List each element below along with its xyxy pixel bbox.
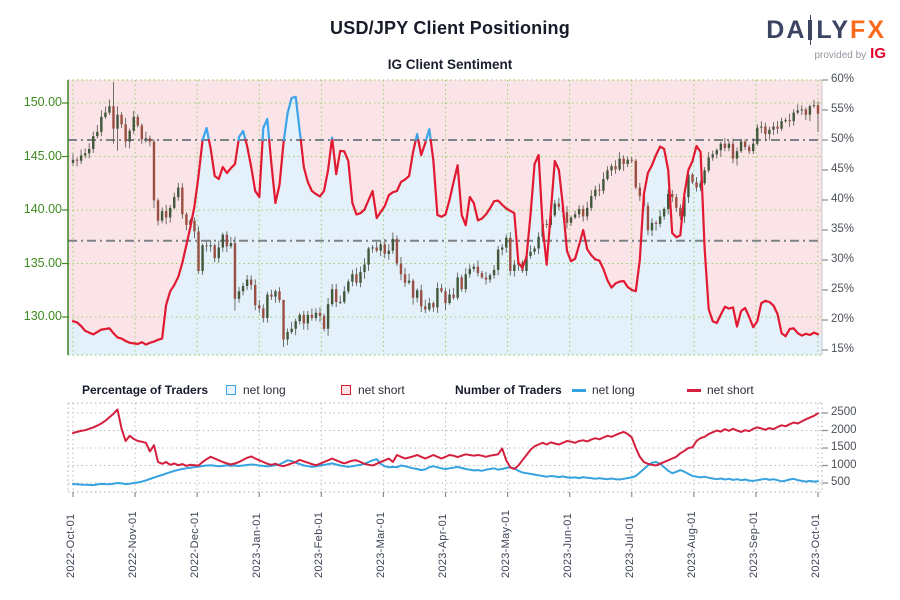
page-title: USD/JPY Client Positioning [330, 18, 570, 38]
percent-axis-label: 50% [831, 133, 855, 145]
price-axis-label: 150.00 [23, 95, 62, 109]
net-long-dash-icon [572, 389, 586, 392]
percent-axis-label: 25% [831, 283, 855, 295]
logo-text-fx: FX [850, 16, 886, 44]
legend-num-net-long: net long [592, 383, 635, 397]
price-axis-label: 135.00 [23, 255, 62, 270]
percent-axis-label: 45% [831, 163, 855, 175]
date-axis-label: 2022-Oct-01 [65, 513, 77, 578]
date-axis-label: 2023-May-01 [499, 509, 512, 578]
percent-axis-label: 60% [831, 73, 855, 85]
net-short-dash-icon [687, 389, 701, 392]
price-axis-label: 145.00 [23, 148, 62, 163]
date-axis-label: 2023-Jul-01 [623, 516, 636, 578]
price-axis-label: 140.00 [23, 202, 62, 216]
legend-number-of-traders: Number of Traders [455, 383, 562, 397]
ig-logo: IG [870, 45, 886, 62]
percent-axis-label: 15% [831, 343, 855, 355]
legend-pct-net-short: net short [358, 383, 405, 397]
date-axis-label: 2023-Jun-01 [561, 512, 574, 578]
price-sentiment-chart [62, 79, 828, 356]
percent-axis-label: 30% [831, 253, 855, 265]
percent-axis-label: 35% [831, 223, 855, 235]
date-axis-label: 2023-Apr-01 [437, 513, 450, 578]
dailyfx-wordmark: DA LY FX [766, 15, 886, 45]
chart-subtitle: IG Client Sentiment [387, 57, 513, 72]
percent-axis-label: 20% [831, 313, 855, 325]
dailyfx-logo[interactable]: DA LY FX provided by IG [766, 15, 886, 62]
net-short-square-icon [341, 385, 351, 395]
percent-axis-label: 40% [831, 193, 855, 205]
date-axis-label: 2023-Oct-01 [809, 513, 822, 578]
date-axis-label: 2023-Jan-01 [251, 512, 264, 578]
traders-axis-label: 500 [831, 476, 851, 488]
date-axis-label: 2023-Feb-01 [313, 511, 326, 578]
date-axis-label: 2023-Sep-01 [747, 511, 760, 578]
traders-axis-label: 2500 [831, 406, 857, 418]
legend-pct-net-long: net long [243, 383, 286, 397]
legend-percentage-of-traders: Percentage of Traders [82, 383, 209, 397]
logo-text-ly: LY [816, 16, 851, 44]
traders-axis-label: 2000 [831, 423, 857, 436]
logo-text-da: DA [766, 16, 807, 44]
date-axis-label: 2022-Nov-01 [127, 511, 140, 578]
provided-by: provided by IG [814, 45, 886, 62]
date-axis-label: 2023-Mar-01 [375, 511, 388, 578]
date-axis-label: 2023-Aug-01 [685, 511, 698, 578]
candlestick-icon [808, 15, 813, 45]
date-axis-label: 2022-Dec-01 [189, 511, 202, 578]
number-of-traders-chart [67, 402, 828, 497]
net-long-square-icon [226, 385, 236, 395]
traders-axis-label: 1000 [831, 458, 857, 471]
price-axis-label: 130.00 [23, 309, 62, 323]
legend-num-net-short: net short [707, 383, 754, 397]
traders-axis-label: 1500 [831, 441, 857, 453]
percent-axis-label: 55% [831, 103, 855, 115]
